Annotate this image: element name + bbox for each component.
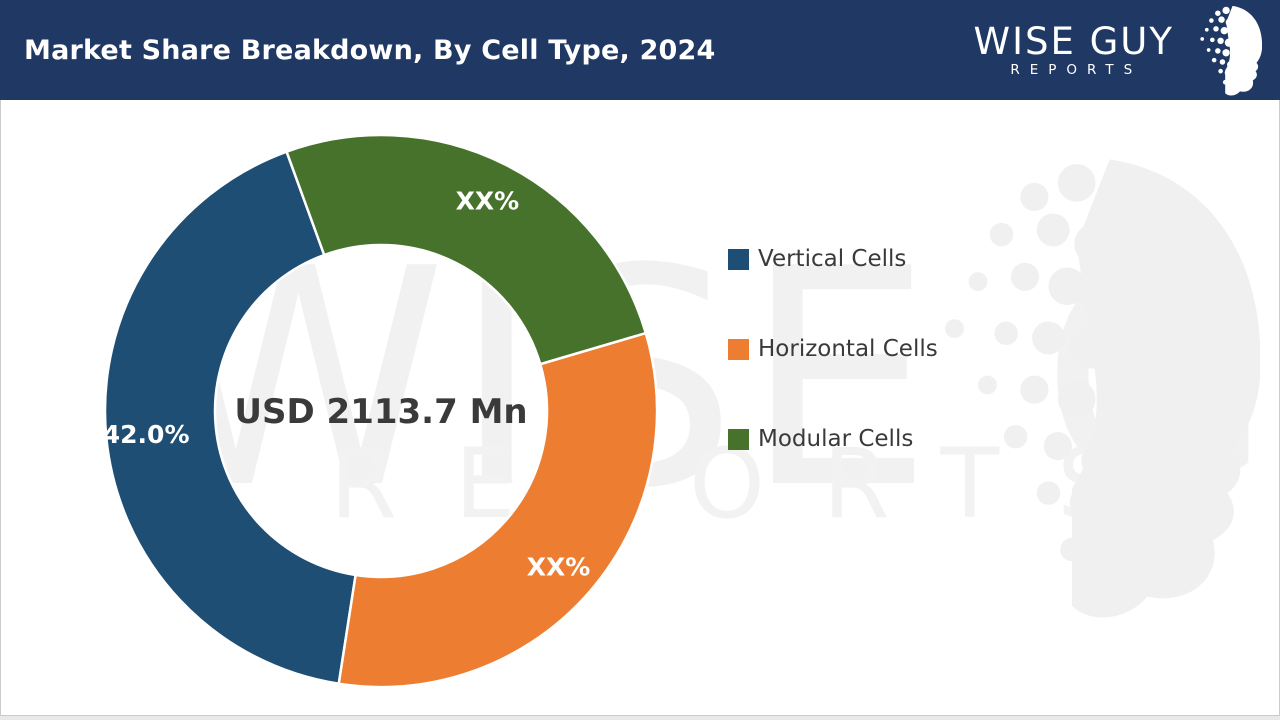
slice-label-modular-cells: XX%	[456, 186, 520, 215]
slice-vertical-cells	[103, 150, 357, 686]
logo-reports-label: REPORTS	[1010, 61, 1143, 78]
slice-horizontal-cells	[337, 331, 659, 689]
legend-swatch	[728, 338, 749, 360]
legend-label: Vertical Cells	[758, 246, 907, 272]
page-title: Market Share Breakdown, By Cell Type, 20…	[24, 34, 716, 66]
slice-modular-cells	[285, 133, 648, 366]
logo-wiseguy-label: WISE GUY	[973, 19, 1174, 63]
slice-label-vertical-cells: 42.0%	[103, 420, 190, 449]
legend-label: Horizontal Cells	[758, 336, 938, 362]
watermark-reports-text: REPORTS	[330, 428, 1177, 540]
header-bar: Market Share Breakdown, By Cell Type, 20…	[0, 0, 1280, 100]
bottom-strip	[0, 716, 1280, 720]
legend-item-modular-cells: Modular Cells	[728, 426, 938, 452]
chart-legend: Vertical Cells Horizontal Cells Modular Ce…	[728, 246, 938, 517]
donut-center-value: USD 2113.7 Mn	[234, 392, 527, 432]
logo-text: WISE GUY REPORTS	[974, 23, 1174, 78]
legend-item-vertical-cells: Vertical Cells	[728, 246, 938, 272]
logo-head-icon	[1200, 5, 1262, 96]
legend-swatch	[728, 248, 749, 270]
legend-item-horizontal-cells: Horizontal Cells	[728, 336, 938, 362]
slice-label-horizontal-cells: XX%	[527, 552, 591, 581]
wise-guy-logo: WISE GUY REPORTS	[974, 4, 1262, 96]
legend-swatch	[728, 428, 749, 450]
legend-label: Modular Cells	[758, 426, 914, 452]
